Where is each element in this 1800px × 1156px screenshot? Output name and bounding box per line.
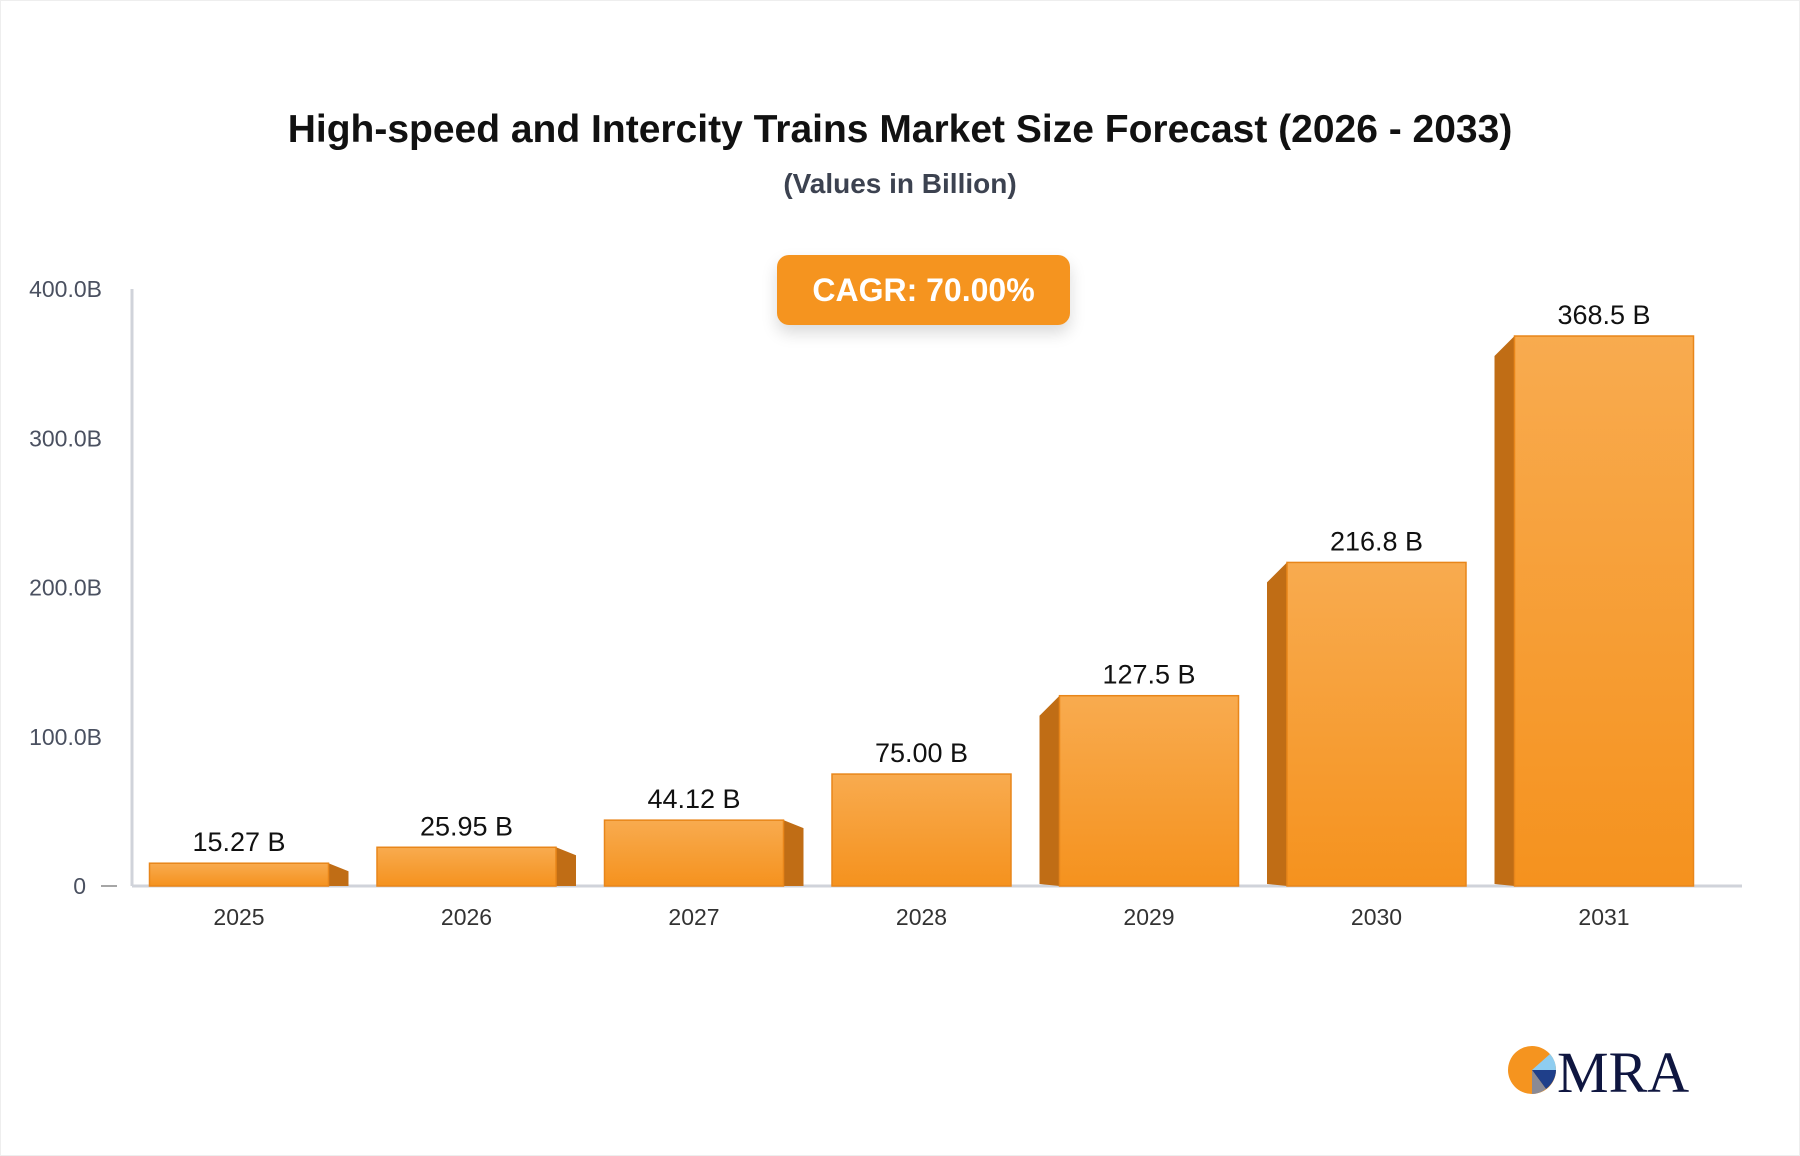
data-label: 368.5 B bbox=[1557, 300, 1650, 330]
data-label: 216.8 B bbox=[1330, 526, 1423, 556]
data-label: 25.95 B bbox=[420, 811, 513, 841]
data-label: 15.27 B bbox=[192, 827, 285, 857]
bar-side bbox=[556, 847, 576, 886]
x-tick-label: 2031 bbox=[1578, 904, 1629, 930]
x-tick-label: 2029 bbox=[1123, 904, 1174, 930]
chart-subtitle: (Values in Billion) bbox=[783, 168, 1017, 199]
bar bbox=[1058, 694, 1240, 887]
bar bbox=[148, 862, 330, 887]
y-tick-label: 400.0B bbox=[29, 276, 102, 302]
data-label: 44.12 B bbox=[647, 784, 740, 814]
x-tick-label: 2027 bbox=[668, 904, 719, 930]
svg-text:MRA: MRA bbox=[1557, 1042, 1689, 1098]
x-tick-label: 2030 bbox=[1351, 904, 1402, 930]
bar bbox=[376, 846, 557, 887]
cagr-badge: CAGR: 70.00% bbox=[777, 255, 1070, 325]
x-tick-label: 2028 bbox=[896, 904, 947, 930]
x-tick-label: 2026 bbox=[441, 904, 492, 930]
bar-side bbox=[783, 820, 804, 886]
data-label: 75.00 B bbox=[875, 738, 968, 768]
y-tick-label: 200.0B bbox=[29, 575, 102, 601]
bar bbox=[831, 773, 1012, 887]
bar-side bbox=[1267, 562, 1287, 886]
y-tick-label: 100.0B bbox=[29, 724, 102, 750]
chart-title: High-speed and Intercity Trains Market S… bbox=[287, 108, 1513, 151]
mra-logo: MRA bbox=[1508, 1042, 1689, 1098]
bar bbox=[1513, 335, 1695, 887]
bar bbox=[603, 819, 785, 887]
bar bbox=[1286, 561, 1467, 887]
bar-side bbox=[1494, 336, 1515, 886]
y-tick-label: 300.0B bbox=[29, 425, 102, 451]
bar-side bbox=[1039, 695, 1060, 886]
data-label: 127.5 B bbox=[1102, 660, 1195, 690]
bar-side bbox=[328, 863, 349, 886]
x-tick-label: 2025 bbox=[213, 904, 264, 930]
y-tick-label: 0 bbox=[73, 873, 86, 899]
